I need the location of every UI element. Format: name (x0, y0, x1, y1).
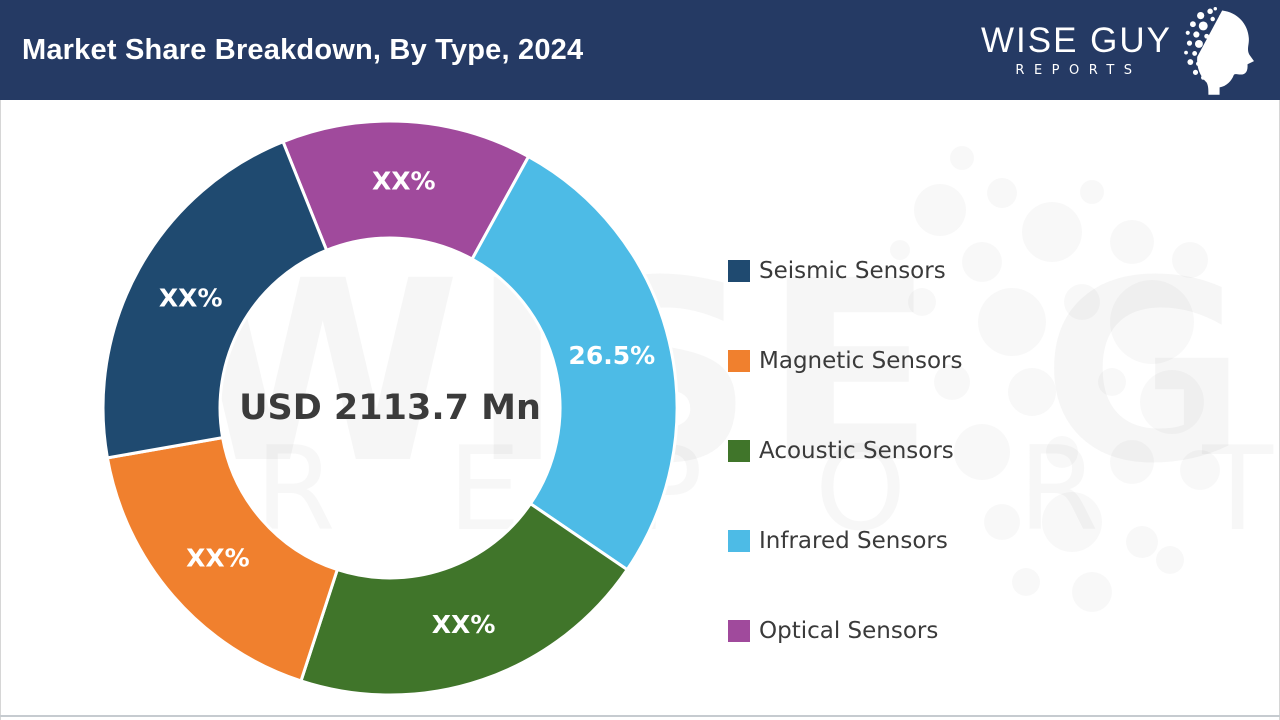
slice-label: 26.5% (568, 341, 655, 370)
header-bar: Market Share Breakdown, By Type, 2024 WI… (0, 0, 1280, 100)
slice-magnetic-sensors (105, 436, 339, 683)
slice-acoustic-sensors (299, 502, 629, 697)
legend-item-optical-sensors: Optical Sensors (728, 609, 962, 653)
legend-label: Magnetic Sensors (759, 348, 963, 374)
legend-swatch (728, 530, 750, 552)
slice-optical-sensors (281, 119, 530, 261)
legend-label: Optical Sensors (759, 618, 939, 644)
wise-guy-reports-logo: WISE GUY REPORTS (981, 4, 1260, 96)
legend-label: Acoustic Sensors (759, 438, 954, 464)
slice-label: XX% (186, 544, 250, 573)
logo-name: WISE GUY (980, 21, 1172, 60)
legend-label: Infrared Sensors (759, 528, 948, 554)
logo-subtitle: REPORTS (1015, 63, 1142, 78)
chart-center-value: USD 2113.7 Mn (239, 388, 541, 428)
logo-wordmark: WISE GUY REPORTS (981, 23, 1172, 77)
slice-seismic-sensors (101, 140, 329, 460)
bottom-divider (0, 715, 1280, 717)
legend-swatch (728, 620, 750, 642)
page-title: Market Share Breakdown, By Type, 2024 (22, 33, 584, 66)
legend-item-magnetic-sensors: Magnetic Sensors (728, 339, 962, 383)
slice-label: XX% (432, 610, 496, 639)
legend-swatch (728, 440, 750, 462)
slice-label: XX% (159, 283, 223, 312)
legend-swatch (728, 350, 750, 372)
logo-head-icon (1184, 7, 1254, 95)
legend-swatch (728, 260, 750, 282)
legend-item-seismic-sensors: Seismic Sensors (728, 249, 962, 293)
legend-item-infrared-sensors: Infrared Sensors (728, 519, 962, 563)
legend-item-acoustic-sensors: Acoustic Sensors (728, 429, 962, 473)
chart-legend: Seismic Sensors Magnetic Sensors Acoustic … (728, 249, 962, 653)
legend-label: Seismic Sensors (759, 258, 946, 284)
slice-label: XX% (372, 166, 436, 195)
slice-infrared-sensors (470, 155, 679, 572)
